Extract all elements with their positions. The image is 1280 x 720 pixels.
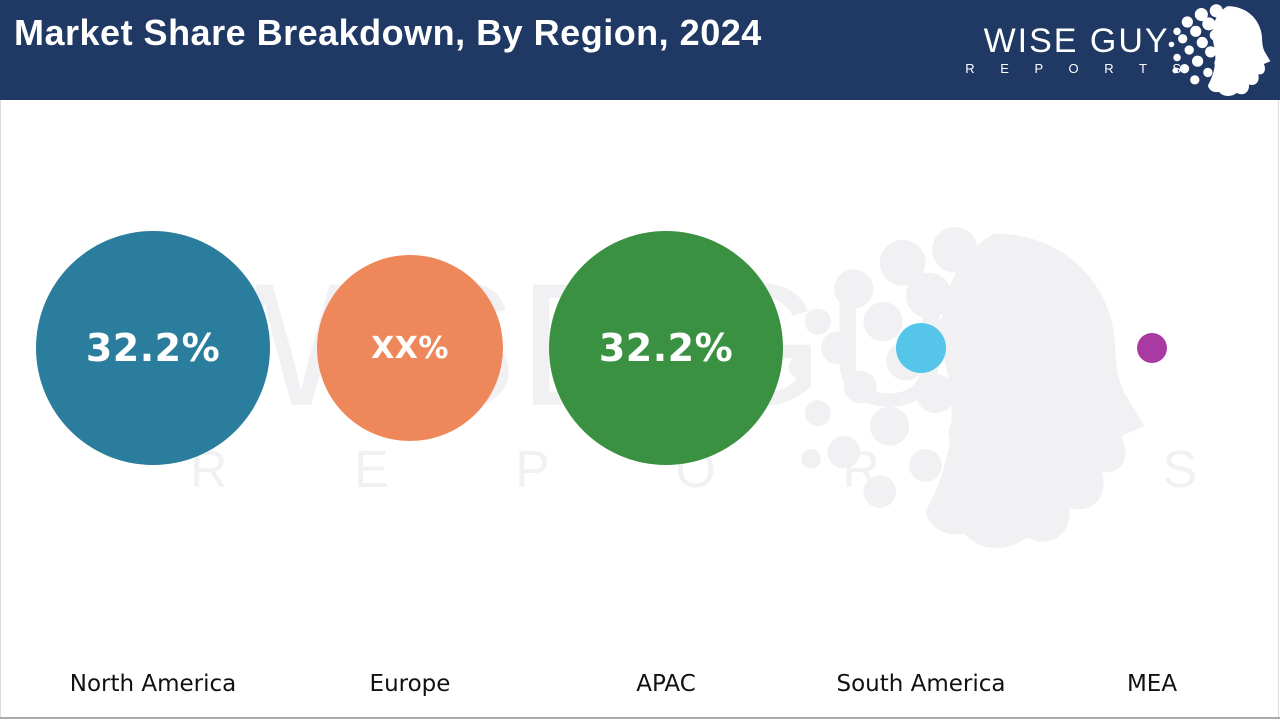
bubble-apac: 32.2% [549,231,783,465]
bubble-north-america: 32.2% [36,231,270,465]
logo-wordmark: WISE GUY R E P O R T S [961,21,1192,77]
header-bar: Market Share Breakdown, By Region, 2024 … [0,0,1280,100]
bottom-border [0,717,1280,719]
bubble-value-label: 32.2% [85,326,221,370]
right-border [1278,100,1279,717]
left-border [0,100,1,717]
bubble-value-label: XX% [371,330,449,366]
bubble-mea [1137,333,1167,363]
logo-wordmark-main: WISE GUY [983,21,1170,60]
logo-head-icon [1168,4,1271,97]
bubble-value-label: 32.2% [598,326,734,370]
category-label-north-america: North America [69,671,237,697]
page-title: Market Share Breakdown, By Region, 2024 [14,12,762,53]
category-label-south-america: South America [836,671,1006,697]
logo-wordmark-sub: R E P O R T S [965,61,1192,77]
bubble-europe: XX% [317,255,503,441]
brand-logo: WISE GUY R E P O R T S [961,0,1276,100]
category-label-europe: Europe [369,671,451,697]
watermark-head-icon [788,226,1145,549]
bubble-south-america [896,323,946,373]
category-label-mea: MEA [1126,671,1178,697]
category-label-apac: APAC [636,671,696,697]
